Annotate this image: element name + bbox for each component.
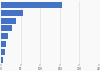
Bar xyxy=(1,57,3,63)
Bar xyxy=(1,25,12,31)
Bar xyxy=(1,41,6,47)
Bar xyxy=(1,33,8,39)
Bar xyxy=(1,18,16,24)
Bar xyxy=(1,49,4,55)
Bar xyxy=(1,10,23,16)
Bar xyxy=(1,2,62,8)
